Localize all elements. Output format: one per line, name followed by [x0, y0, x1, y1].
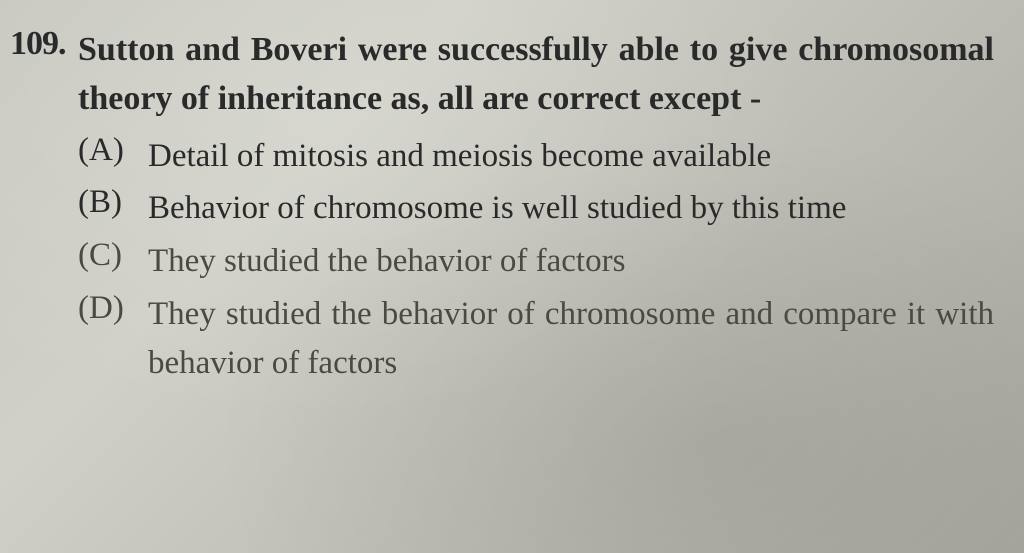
option-a: (A) Detail of mitosis and meiosis become… — [78, 132, 994, 181]
option-text: They studied the behavior of factors — [148, 237, 994, 286]
option-text: Behavior of chromosome is well studied b… — [148, 184, 994, 233]
option-text: Detail of mitosis and meiosis become ava… — [148, 132, 994, 181]
question-row: 109. Sutton and Boveri were successfully… — [10, 25, 994, 124]
option-c: (C) They studied the behavior of factors — [78, 237, 994, 286]
option-label: (B) — [78, 184, 148, 221]
document-page: 109. Sutton and Boveri were successfully… — [10, 25, 994, 388]
options-list: (A) Detail of mitosis and meiosis become… — [10, 132, 994, 388]
option-label: (D) — [78, 290, 148, 327]
question-number: 109. — [10, 25, 78, 63]
option-d: (D) They studied the behavior of chromos… — [78, 290, 994, 388]
question-text: Sutton and Boveri were successfully able… — [78, 25, 994, 124]
option-label: (A) — [78, 132, 148, 169]
option-label: (C) — [78, 237, 148, 274]
option-b: (B) Behavior of chromosome is well studi… — [78, 184, 994, 233]
option-text: They studied the behavior of chromosome … — [148, 290, 994, 388]
